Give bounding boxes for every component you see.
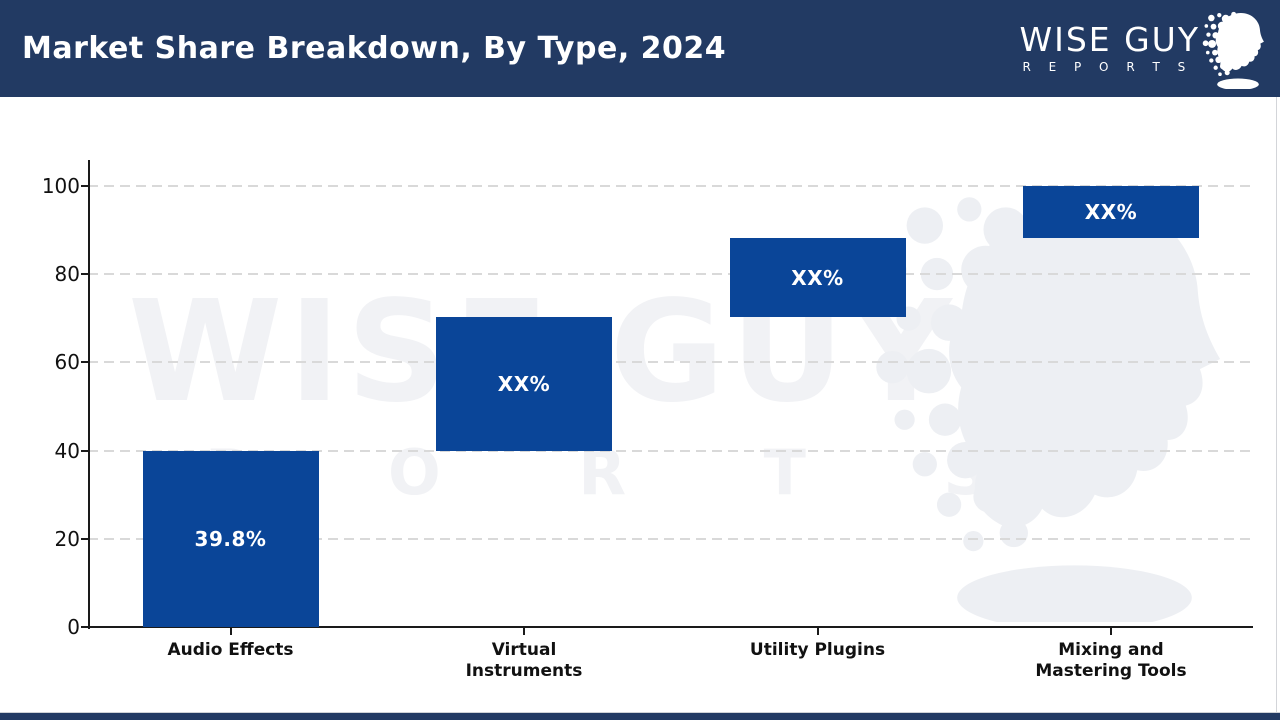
y-tick-label-0: 0 <box>67 615 80 639</box>
wiseguy-logo: WISE GUY R E P O R T S <box>1019 9 1280 89</box>
y-tick-label-40: 40 <box>54 438 80 463</box>
wiseguy-logo-text: WISE GUY R E P O R T S <box>1019 23 1200 74</box>
y-tick-label-20: 20 <box>54 526 80 551</box>
bar-utility-plugins: XX% <box>729 238 906 318</box>
y-axis-tick-20 <box>81 537 88 540</box>
gridline-20 <box>88 537 1253 540</box>
y-axis-tick-60 <box>81 361 88 364</box>
bar-value-label: XX% <box>791 265 844 290</box>
x-axis-line <box>88 626 1253 628</box>
bar-mixing-and-mastering-tools: XX% <box>1023 186 1199 239</box>
logo-wordmark: WISE GUY <box>1019 20 1200 59</box>
footer-bar <box>0 712 1280 720</box>
watermark-face-icon <box>876 191 1221 622</box>
chart-canvas: WISE GUY P O R T S 0 20 40 60 80 100 39.8% Audi… <box>0 97 1280 712</box>
bar-value-label: XX% <box>1084 200 1138 225</box>
wiseguy-face-icon <box>1202 11 1264 89</box>
x-category-label-mixing-and-mastering-tools: Mixing and Mastering Tools <box>1035 640 1187 681</box>
bar-value-label: XX% <box>497 372 551 397</box>
chart-right-border <box>1276 97 1277 712</box>
y-axis-tick-100 <box>81 185 88 187</box>
page-title: Market Share Breakdown, By Type, 2024 <box>22 31 727 66</box>
x-axis-tick-audio-effects <box>229 628 232 635</box>
y-tick-label-100: 100 <box>41 174 80 198</box>
watermark-subtitle: P O R T S <box>205 436 1047 509</box>
gridline-60 <box>88 361 1253 364</box>
y-axis-line <box>88 160 90 629</box>
y-axis-tick-0 <box>81 626 88 628</box>
y-tick-label-80: 80 <box>54 262 80 287</box>
x-category-label-utility-plugins: Utility Plugins <box>749 640 886 660</box>
y-tick-label-60: 60 <box>54 350 80 375</box>
gridline-100 <box>88 185 1253 187</box>
bar-virtual-instruments: XX% <box>436 317 612 452</box>
x-axis-tick-virtual-instruments <box>523 628 525 635</box>
gridline-80 <box>88 273 1253 276</box>
x-category-label-audio-effects: Audio Effects <box>167 640 294 660</box>
x-category-label-virtual-instruments: Virtual Instruments <box>465 640 583 681</box>
bar-audio-effects: 39.8% <box>142 451 319 627</box>
logo-subtitle: R E P O R T S <box>1022 60 1193 74</box>
y-axis-tick-80 <box>81 273 88 276</box>
x-axis-tick-mixing-and-mastering-tools <box>1110 628 1112 635</box>
bar-value-label: 39.8% <box>194 527 267 552</box>
y-axis-tick-40 <box>81 449 88 452</box>
x-axis-tick-utility-plugins <box>816 628 819 635</box>
header: Market Share Breakdown, By Type, 2024 WI… <box>0 0 1280 97</box>
gridline-40 <box>88 449 1253 452</box>
